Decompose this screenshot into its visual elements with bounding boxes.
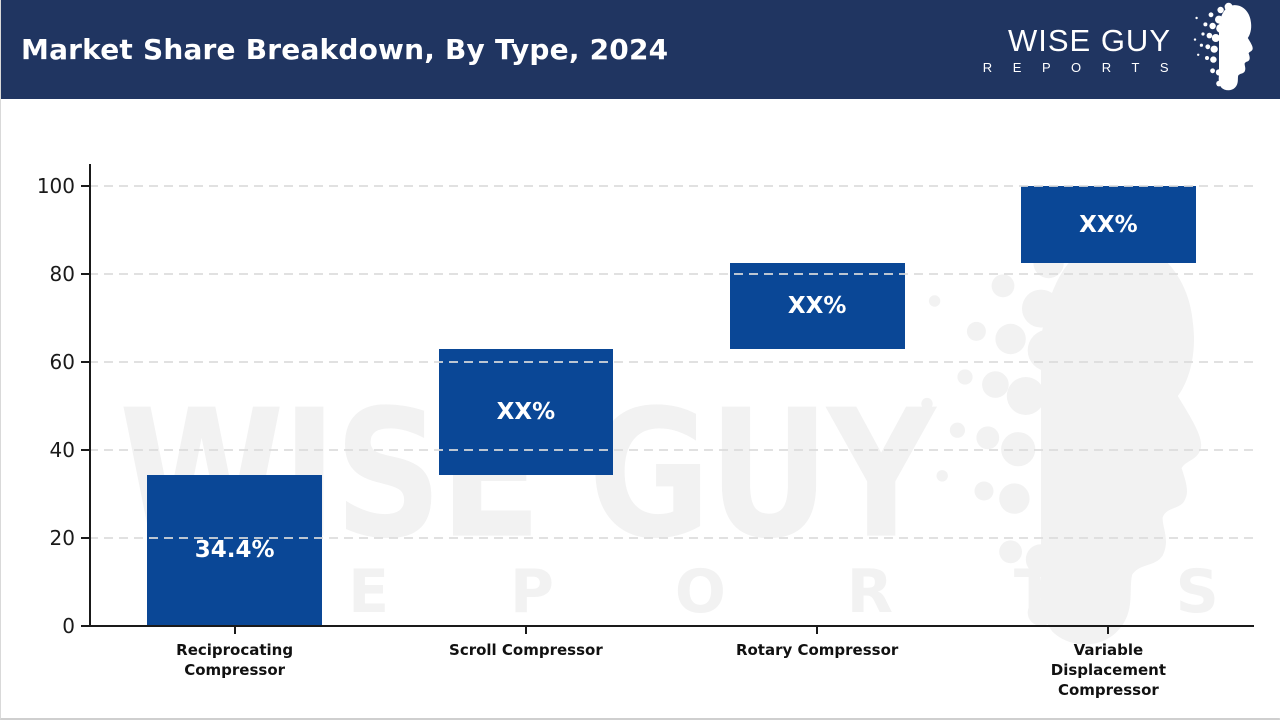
category-label-rotary-compressor: Rotary Compressor	[735, 641, 899, 659]
category-label-reciprocating-compressor: Reciprocating Compressor	[176, 641, 294, 679]
y-tick-mark-100	[81, 185, 89, 187]
bar-value-label-reciprocating-compressor: 34.4%	[194, 537, 275, 564]
y-tick-label-40: 40	[49, 438, 75, 462]
y-tick-label-0: 0	[62, 614, 75, 638]
bar-value-label-scroll-compressor: XX%	[496, 398, 556, 425]
logo-wordmark: WISE GUY	[1007, 22, 1171, 58]
x-tick-mark-variable-displacement-compressor	[1107, 626, 1110, 634]
logo-subtitle: R E P O R T S	[982, 59, 1177, 75]
gridline-20	[89, 537, 1254, 539]
category-label-scroll-compressor: Scroll Compressor	[449, 641, 603, 659]
category-label-variable-displacement-compressor: Variable Displacement Compressor	[1050, 641, 1166, 699]
gridline-60	[89, 361, 1254, 363]
y-tick-mark-40	[81, 449, 89, 451]
y-tick-label-100: 100	[36, 174, 75, 198]
page-title: Market Share Breakdown, By Type, 2024	[21, 33, 669, 66]
bar-value-label-variable-displacement-compressor: XX%	[1079, 211, 1138, 238]
x-axis-spine	[88, 625, 1254, 627]
market-share-chart: WISE GUY R E P O R T S 0 20 40 60 80 100 34.4%…	[1, 99, 1280, 718]
y-tick-mark-60	[81, 361, 89, 363]
gridline-80	[89, 273, 1254, 275]
watermark-subtitle: R E P O R T S	[181, 557, 1269, 627]
header-bar: Market Share Breakdown, By Type, 2024 WI…	[1, 0, 1280, 99]
bar-scroll-compressor	[438, 348, 614, 475]
gridline-100	[89, 185, 1254, 187]
x-tick-mark-rotary-compressor	[816, 626, 819, 634]
x-tick-mark-reciprocating-compressor	[233, 626, 236, 634]
gridline-40	[89, 449, 1254, 451]
logo-text: WISE GUY R E P O R T S	[983, 22, 1171, 76]
y-tick-label-60: 60	[49, 350, 75, 374]
y-tick-mark-80	[81, 273, 89, 275]
watermark-face-icon	[921, 228, 1202, 645]
bar-value-label-rotary-compressor: XX%	[787, 292, 847, 319]
bar-rotary-compressor	[729, 263, 905, 349]
bar-reciprocating-compressor	[147, 474, 322, 626]
y-tick-mark-0	[81, 625, 89, 627]
y-tick-mark-20	[81, 537, 89, 539]
logo-face-icon	[1193, 2, 1253, 90]
y-axis-spine	[89, 164, 91, 627]
wise-guy-logo: WISE GUY R E P O R T S	[983, 2, 1265, 98]
x-tick-mark-scroll-compressor	[524, 626, 527, 634]
y-tick-label-20: 20	[49, 526, 75, 550]
y-tick-label-80: 80	[49, 262, 75, 286]
